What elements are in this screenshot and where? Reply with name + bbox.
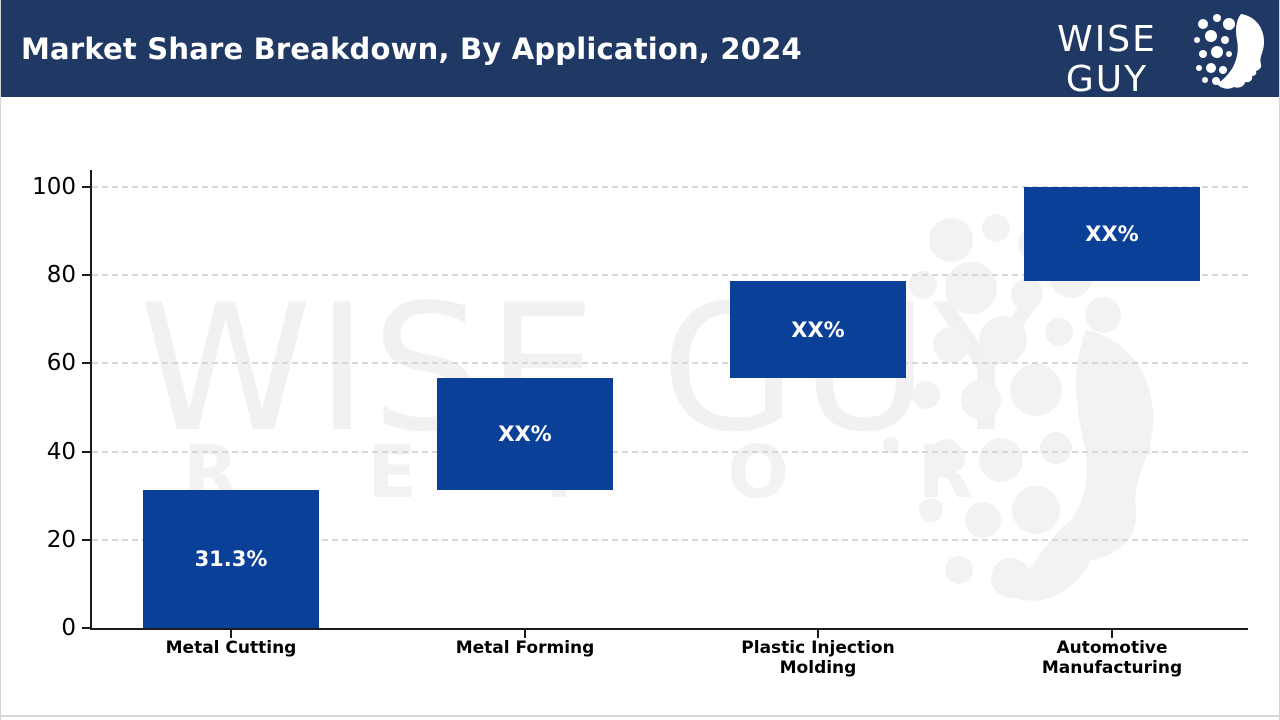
header-bar: Market Share Breakdown, By Application, …: [1, 0, 1279, 116]
y-tick-label-0: 0: [61, 615, 76, 641]
bar-segment: XX%: [1024, 187, 1200, 282]
x-tick: [524, 630, 526, 638]
y-tick-label-80: 80: [46, 262, 76, 289]
y-axis-line: [90, 170, 92, 628]
wiseguy-logo: WISE GUY REPORTS: [1017, 6, 1267, 116]
y-tick-label-100: 100: [32, 174, 76, 200]
bar-segment: 31.3%: [143, 489, 319, 628]
bar-value-label: XX%: [498, 422, 552, 447]
wiseguy-logo-wordmark: WISE GUY: [1057, 19, 1157, 100]
bar-value-label: XX%: [791, 317, 845, 342]
y-tick-label-60: 60: [46, 350, 76, 377]
category-label: Metal Forming: [455, 638, 595, 658]
bottom-border-line: [1, 715, 1279, 717]
y-tick-60: [82, 362, 90, 365]
wiseguy-logo-text: WISE GUY REPORTS: [1017, 19, 1197, 117]
bar-value-label: 31.3%: [194, 546, 268, 571]
y-tick-label-40: 40: [46, 438, 76, 465]
y-tick-100: [82, 186, 90, 188]
page-title: Market Share Breakdown, By Application, …: [21, 31, 802, 66]
gridline-60: [92, 362, 1248, 365]
y-tick-20: [82, 538, 90, 541]
gridline-20: [92, 538, 1248, 541]
category-label: Metal Cutting: [165, 638, 297, 658]
x-tick: [1111, 630, 1113, 638]
gridline-80: [92, 274, 1248, 277]
y-tick-label-20: 20: [46, 526, 76, 553]
y-tick-0: [82, 627, 90, 629]
category-label: Plastic Injection Molding: [741, 638, 895, 679]
gridline-40: [92, 450, 1248, 453]
x-axis-line: [90, 628, 1248, 630]
wiseguy-head-icon: [1194, 14, 1265, 89]
x-tick: [230, 630, 232, 638]
bar-value-label: XX%: [1085, 222, 1139, 247]
bar-segment: XX%: [730, 281, 906, 379]
wiseguy-logo-subtitle: REPORTS: [1041, 101, 1179, 117]
category-label: Automotive Manufacturing: [1041, 638, 1183, 679]
y-tick-80: [82, 274, 90, 277]
bar-segment: XX%: [437, 378, 613, 490]
x-tick: [817, 630, 819, 638]
gridline-100: [92, 186, 1248, 188]
y-tick-40: [82, 450, 90, 453]
